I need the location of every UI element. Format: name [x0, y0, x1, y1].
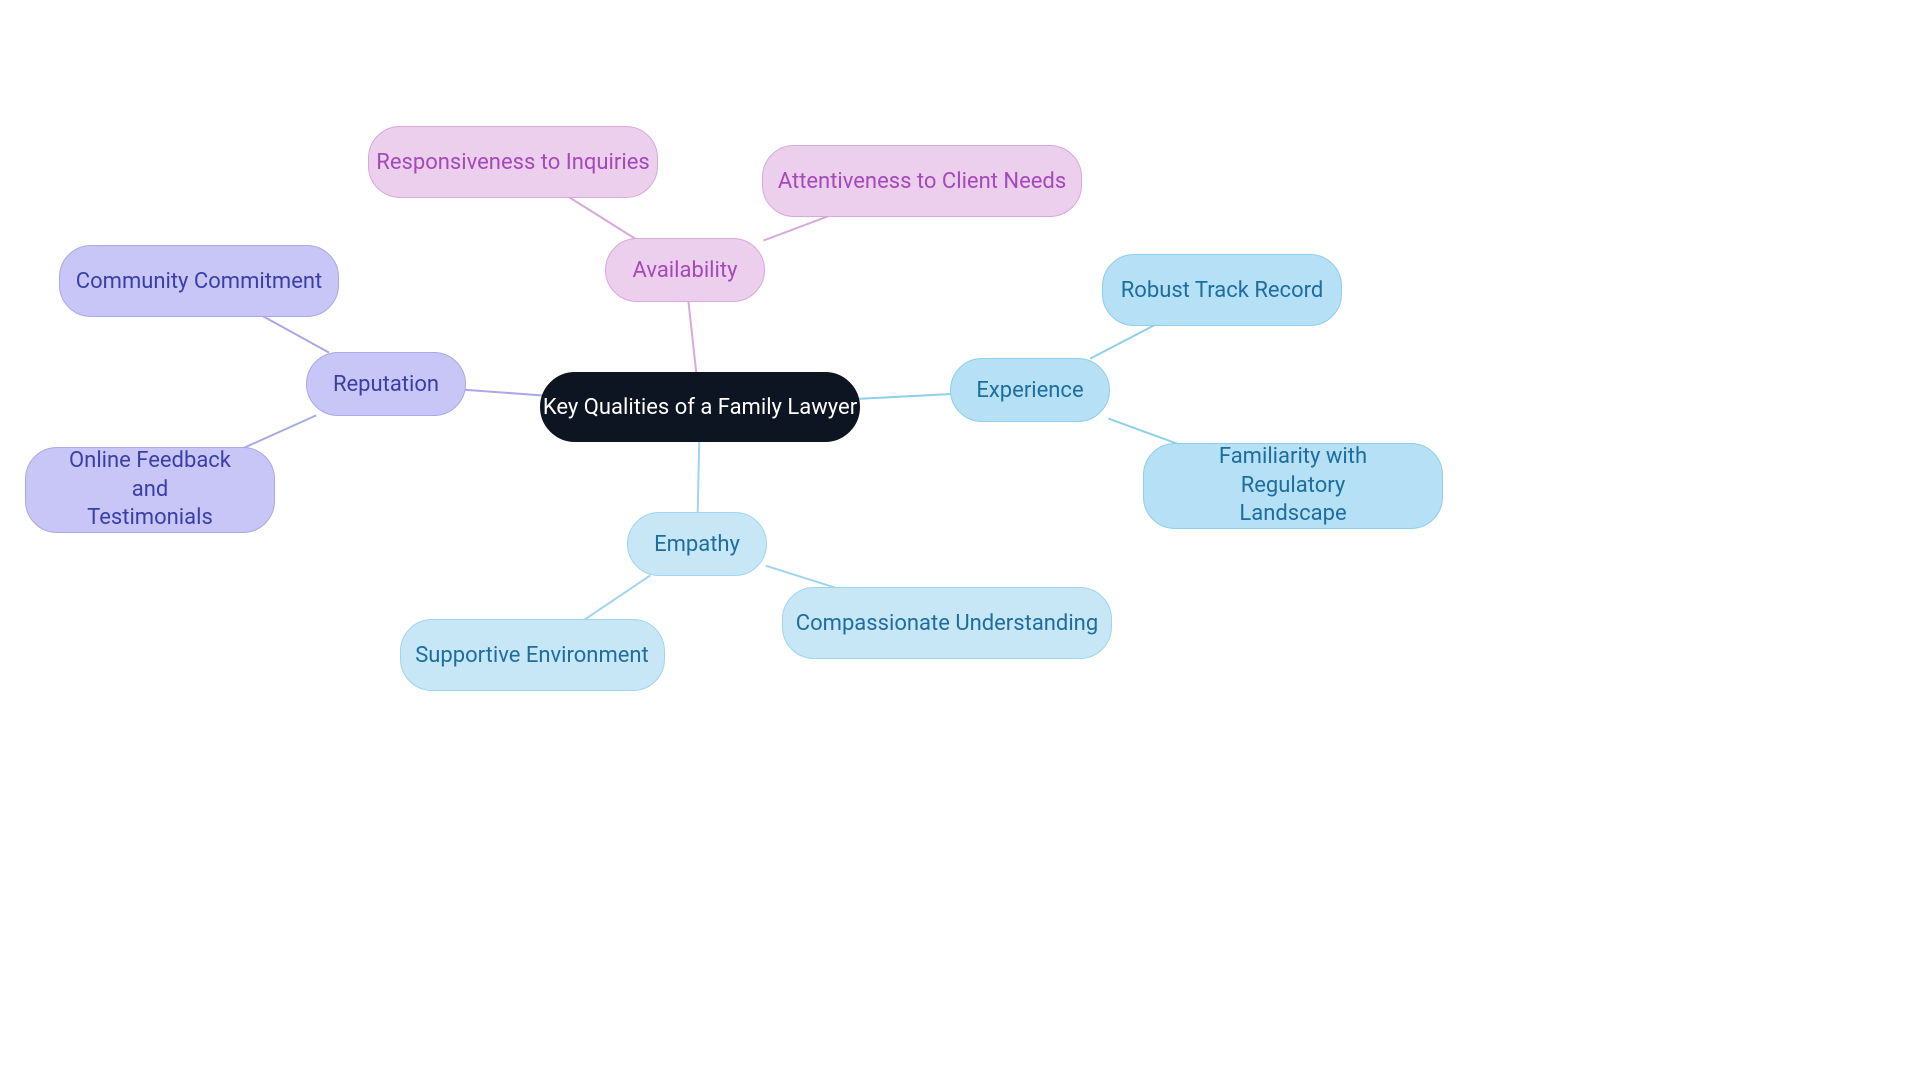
leaf-node-experience-1: Familiarity with RegulatoryLandscape	[1143, 443, 1443, 529]
center-node: Key Qualities of a Family Lawyer	[540, 372, 860, 442]
leaf-node-empathy-0: Supportive Environment	[400, 619, 665, 691]
leaf-node-availability-1: Attentiveness to Client Needs	[762, 145, 1082, 217]
leaf-node-reputation-1: Online Feedback andTestimonials	[25, 447, 275, 533]
branch-node-empathy: Empathy	[627, 512, 767, 576]
branch-node-availability: Availability	[605, 238, 765, 302]
leaf-node-availability-0: Responsiveness to Inquiries	[368, 126, 658, 198]
branch-node-experience: Experience	[950, 358, 1110, 422]
leaf-node-empathy-1: Compassionate Understanding	[782, 587, 1112, 659]
leaf-node-experience-0: Robust Track Record	[1102, 254, 1342, 326]
leaf-node-reputation-0: Community Commitment	[59, 245, 339, 317]
branch-node-reputation: Reputation	[306, 352, 466, 416]
